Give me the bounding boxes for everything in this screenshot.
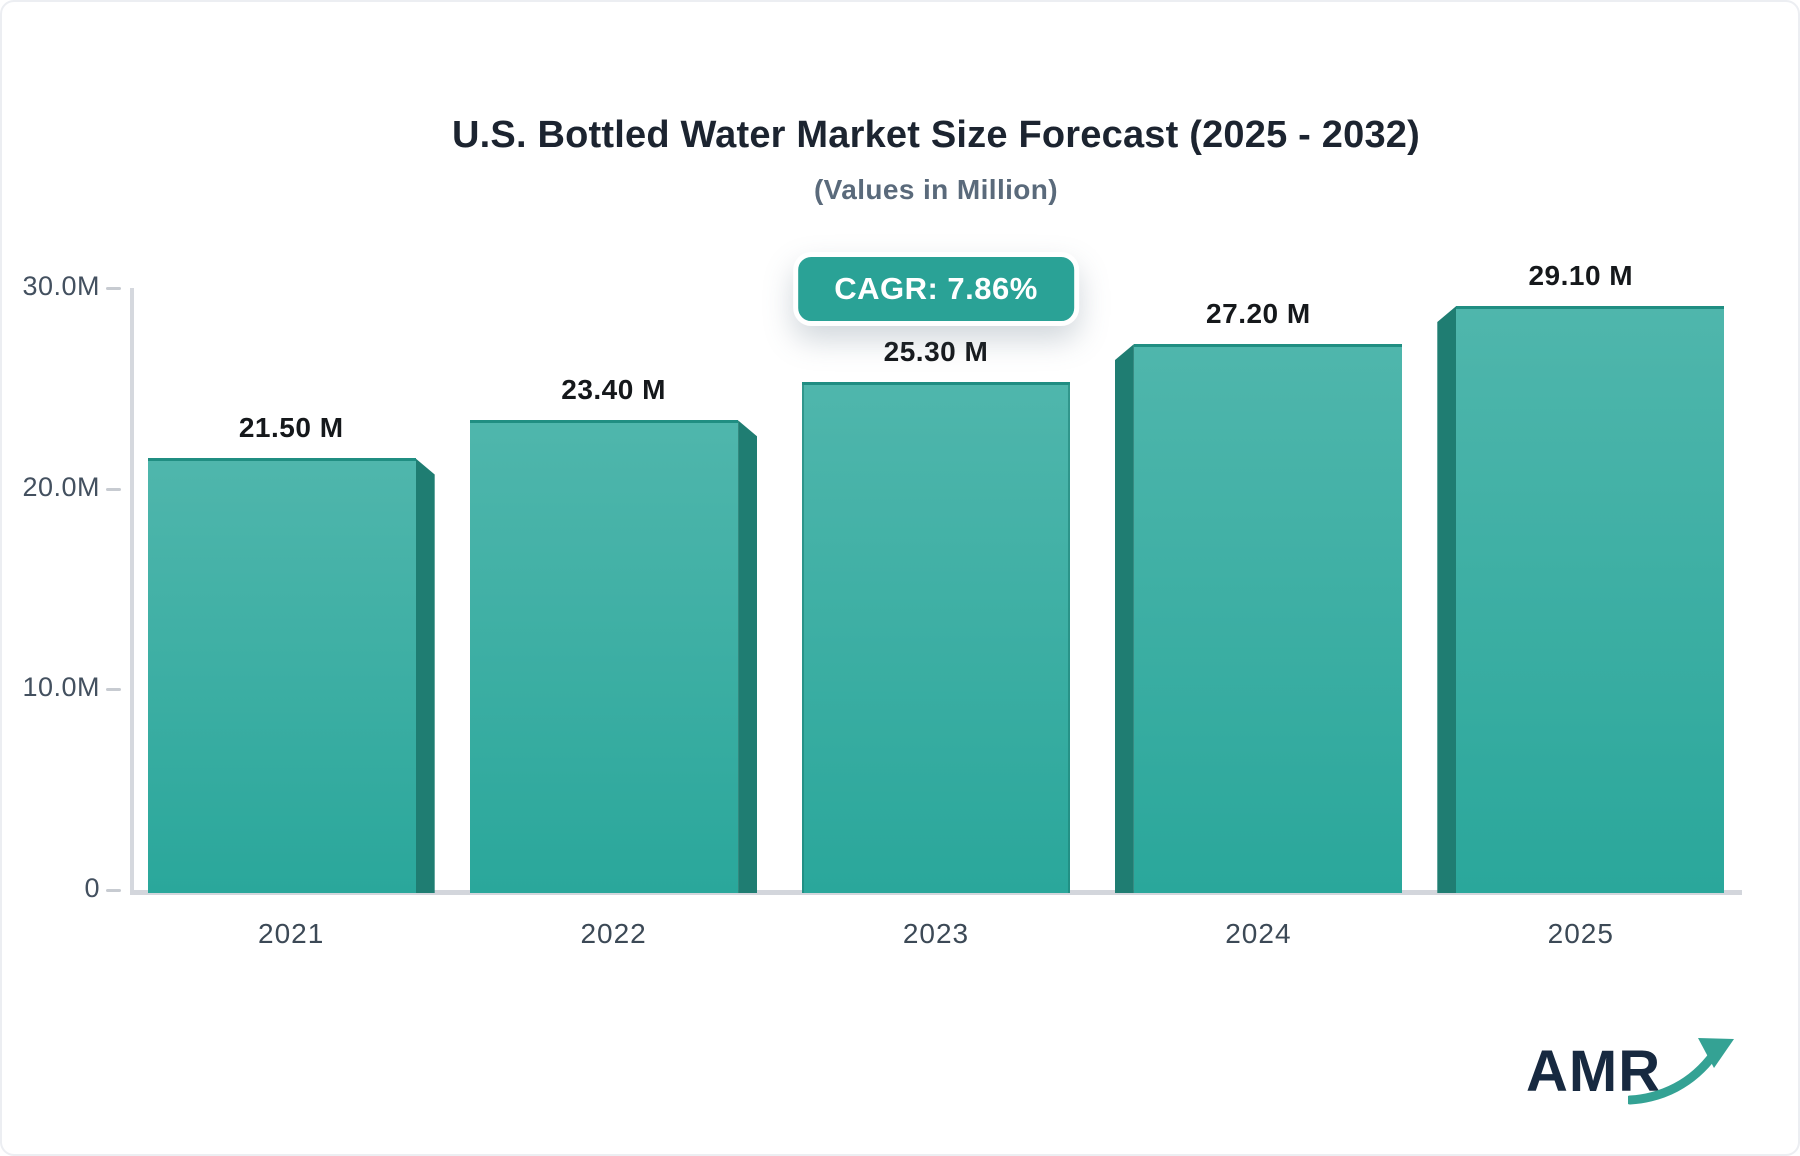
x-axis-year-label: 2025 [1547, 918, 1614, 949]
bar-2023 [802, 382, 1070, 893]
x-axis-year-label: 2021 [258, 918, 325, 949]
bar-value-label: 27.20 M [1206, 298, 1311, 330]
y-axis-tick-label: 0 [84, 873, 100, 903]
bar-value-label: 21.50 M [238, 412, 344, 444]
y-axis-tick-label: 20.0M [22, 471, 100, 502]
bar-value-label: 23.40 M [561, 374, 666, 406]
y-axis-tick-label: 30.0M [22, 270, 100, 301]
amr-logo: AMR [1526, 1032, 1734, 1112]
bar-2021 [147, 458, 416, 893]
bar-3d-side-2025 [1437, 305, 1457, 893]
chart-title: U.S. Bottled Water Market Size Forecast … [452, 114, 1420, 156]
amr-logo-text: AMR [1526, 1039, 1662, 1104]
x-axis-year-label: 2022 [580, 918, 647, 949]
bar-3d-side-2021 [415, 458, 435, 893]
y-axis-tick-mark [106, 688, 121, 692]
x-axis-year-label: 2024 [1225, 918, 1292, 949]
y-axis-line [130, 288, 134, 894]
bar-3d-side-2024 [1114, 344, 1134, 893]
bar-value-label: 29.10 M [1528, 259, 1634, 291]
bar-2024 [1133, 344, 1402, 893]
bar-2025 [1456, 305, 1725, 893]
y-axis-tick-mark [106, 487, 121, 491]
growth-arrow-icon [1628, 1038, 1734, 1105]
cagr-badge: CAGR: 7.86% [793, 252, 1079, 326]
y-axis-tick-label: 10.0M [22, 672, 100, 703]
bar-3d-side-2022 [738, 420, 758, 893]
bar-value-label: 25.30 M [883, 336, 989, 368]
y-axis-tick-mark [106, 889, 121, 892]
chart-subtitle: (Values in Million) [813, 174, 1059, 205]
y-axis-tick-mark [106, 286, 121, 290]
bar-2022 [470, 420, 739, 893]
x-axis-year-label: 2023 [902, 918, 970, 949]
